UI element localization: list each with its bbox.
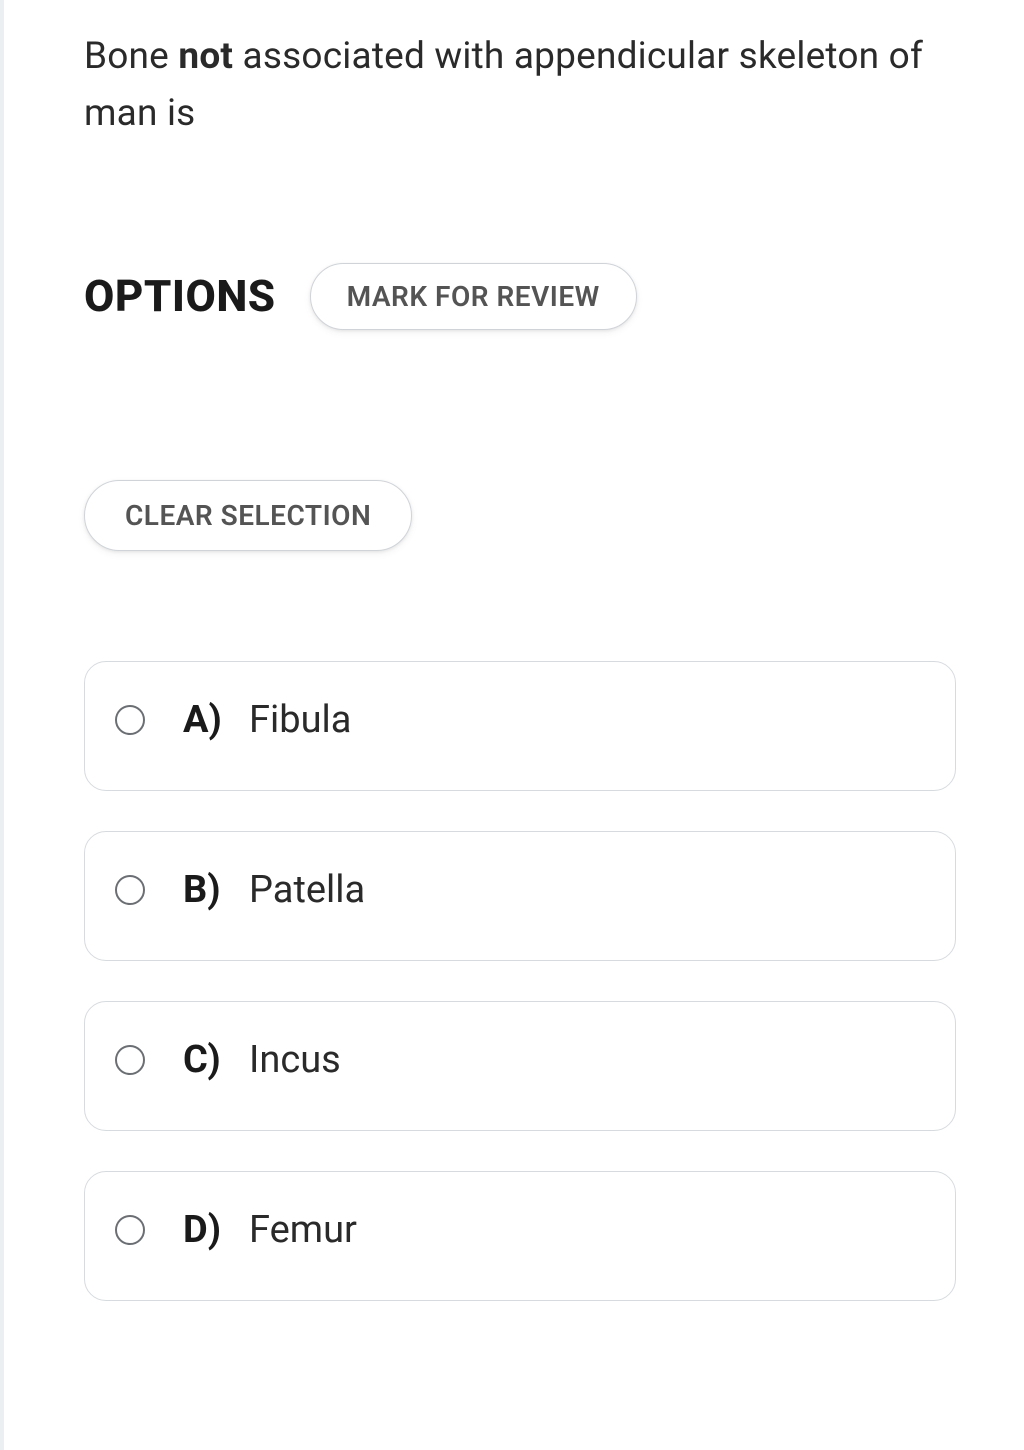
clear-selection-button[interactable]: CLEAR SELECTION bbox=[84, 480, 412, 551]
radio-icon bbox=[115, 1045, 145, 1075]
answer-option-a[interactable]: A) Fibula bbox=[84, 661, 956, 791]
question-bold: not bbox=[178, 35, 233, 78]
answer-text: Patella bbox=[249, 868, 365, 912]
answer-option-b[interactable]: B) Patella bbox=[84, 831, 956, 961]
question-prefix: Bone bbox=[84, 35, 178, 78]
answer-letter: B) bbox=[183, 868, 235, 912]
question-text: Bone not associated with appendicular sk… bbox=[84, 28, 956, 143]
answer-letter: A) bbox=[183, 698, 235, 742]
answer-text: Femur bbox=[249, 1208, 357, 1252]
answer-option-d[interactable]: D) Femur bbox=[84, 1171, 956, 1301]
answer-letter: D) bbox=[183, 1208, 235, 1252]
answer-text: Fibula bbox=[249, 698, 351, 742]
clear-selection-row: CLEAR SELECTION bbox=[84, 480, 956, 551]
radio-icon bbox=[115, 875, 145, 905]
answers-list: A) Fibula B) Patella C) Incus D) Femur bbox=[84, 661, 956, 1301]
answer-letter: C) bbox=[183, 1038, 235, 1082]
radio-icon bbox=[115, 705, 145, 735]
radio-icon bbox=[115, 1215, 145, 1245]
answer-option-c[interactable]: C) Incus bbox=[84, 1001, 956, 1131]
question-container: Bone not associated with appendicular sk… bbox=[0, 0, 1024, 1450]
mark-for-review-button[interactable]: MARK FOR REVIEW bbox=[310, 263, 637, 330]
answer-text: Incus bbox=[249, 1038, 341, 1082]
options-header-row: OPTIONS MARK FOR REVIEW bbox=[84, 263, 956, 330]
options-title: OPTIONS bbox=[84, 270, 276, 322]
